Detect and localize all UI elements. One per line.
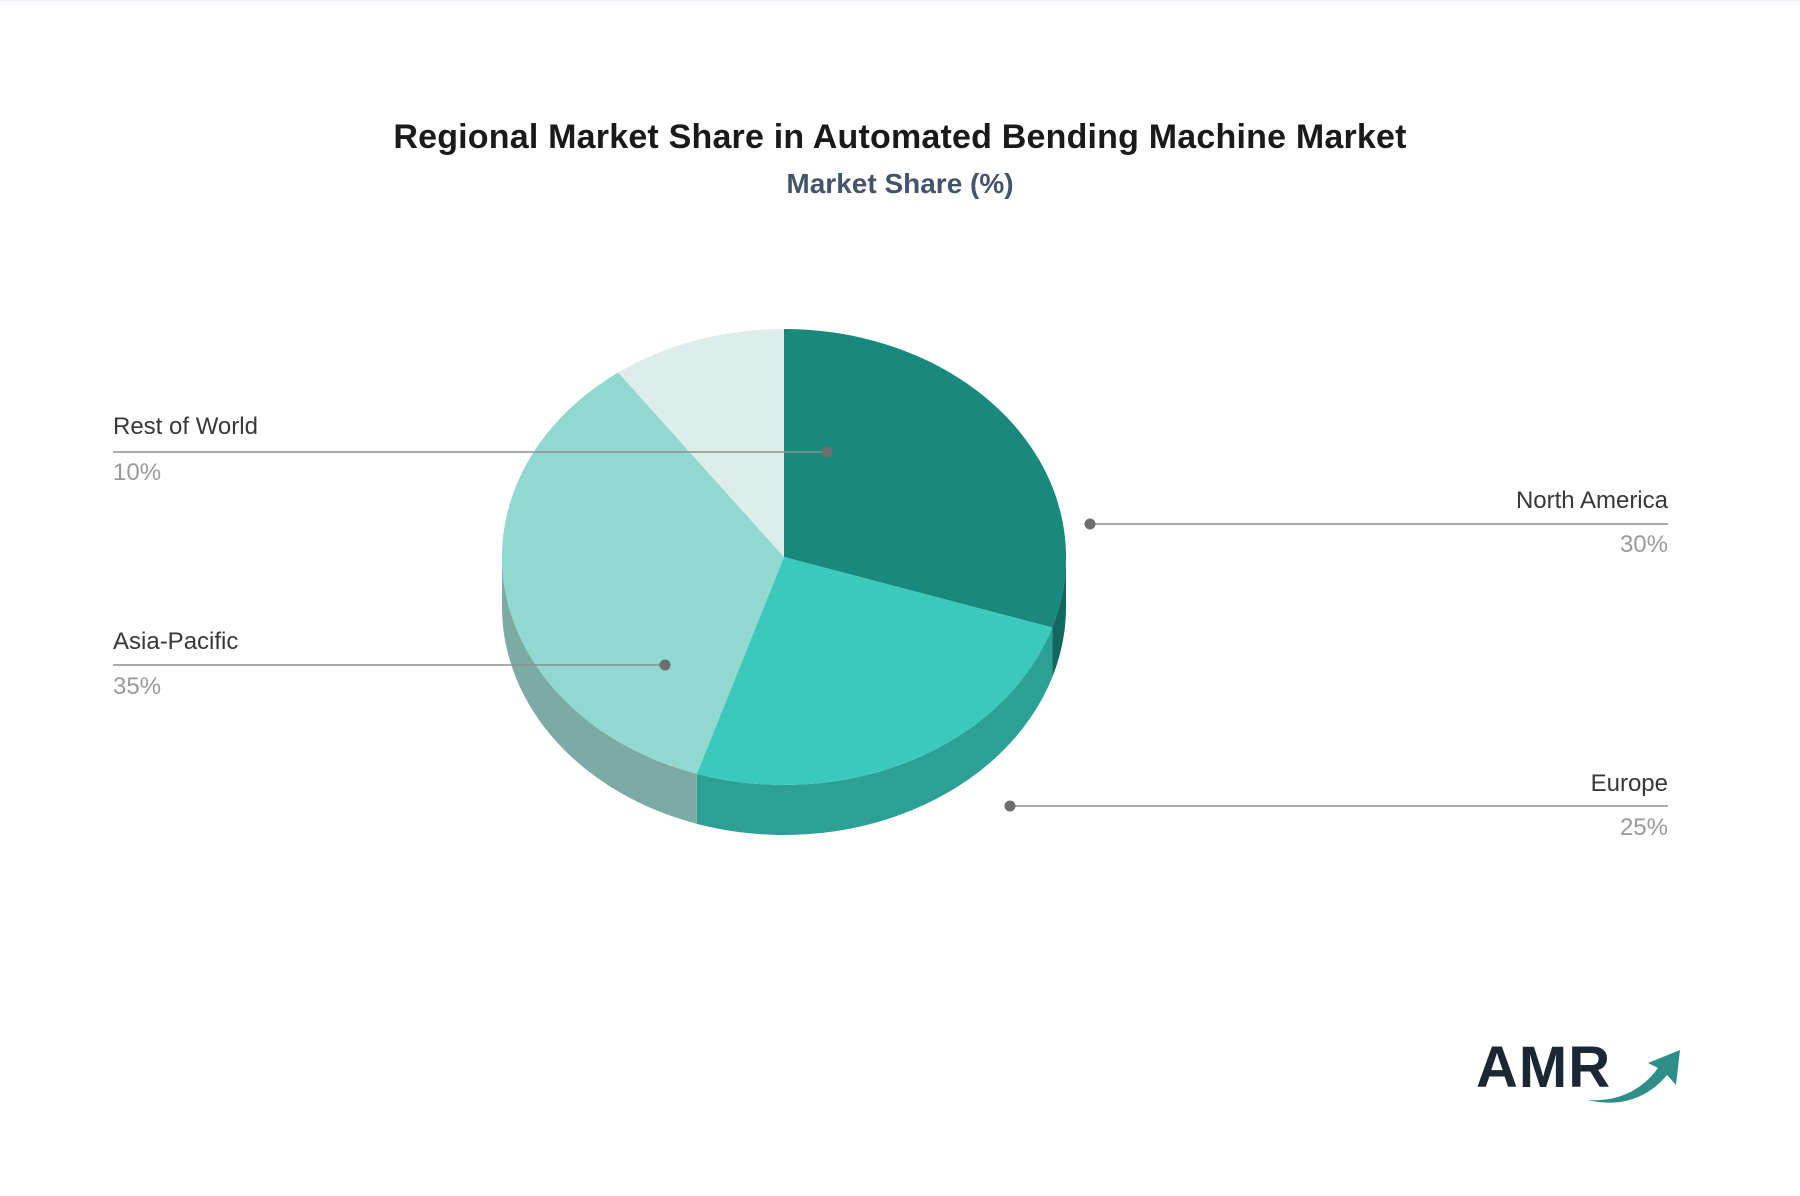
label-north-america: North America <box>1516 486 1668 516</box>
pie-slice-asia-pacific[interactable] <box>502 372 784 774</box>
leader-dot-north-america <box>1084 518 1096 530</box>
chart-subtitle: Market Share (%) <box>786 168 1014 199</box>
pie-slice-side-europe <box>696 627 1053 835</box>
value-rest-of-world-text: 10% <box>113 459 162 486</box>
leader-dot-rest-of-world <box>821 446 833 458</box>
leader-dot-asia-pacific <box>659 659 671 671</box>
value-asia-pacific: 35% <box>113 672 161 702</box>
label-rest-of-world: Rest of World <box>113 412 258 442</box>
pie-slice-north-america[interactable] <box>784 329 1066 628</box>
pie-slice-side-asia-pacific <box>502 557 697 824</box>
pie-slice-europe[interactable] <box>696 557 1053 786</box>
label-rest-of-world-text: Rest of World <box>113 413 258 440</box>
value-north-america: 30% <box>1620 530 1668 560</box>
top-border-strip <box>0 0 1800 5</box>
value-rest-of-world: 10% <box>113 458 161 488</box>
value-europe: 25% <box>1620 813 1668 843</box>
chart-title: Regional Market Share in Automated Bendi… <box>393 118 1407 156</box>
label-asia-pacific-text: Asia-Pacific <box>113 628 239 655</box>
amr-logo-arrow-icon <box>1588 1050 1680 1103</box>
label-europe: Europe <box>1591 769 1668 799</box>
label-europe-text: Europe <box>1590 770 1668 797</box>
value-asia-pacific-text: 35% <box>113 673 162 700</box>
leader-dot-europe <box>1004 800 1016 812</box>
value-north-america-text: 30% <box>1619 531 1668 558</box>
pie-slice-rest-of-world[interactable] <box>618 329 784 557</box>
amr-logo: AMR <box>1476 1028 1696 1118</box>
label-asia-pacific: Asia-Pacific <box>113 627 238 657</box>
label-north-america-text: North America <box>1515 487 1668 514</box>
pie-slice-side-north-america <box>1052 557 1066 678</box>
value-europe-text: 25% <box>1619 814 1668 841</box>
amr-logo-text: AMR <box>1476 1035 1612 1100</box>
